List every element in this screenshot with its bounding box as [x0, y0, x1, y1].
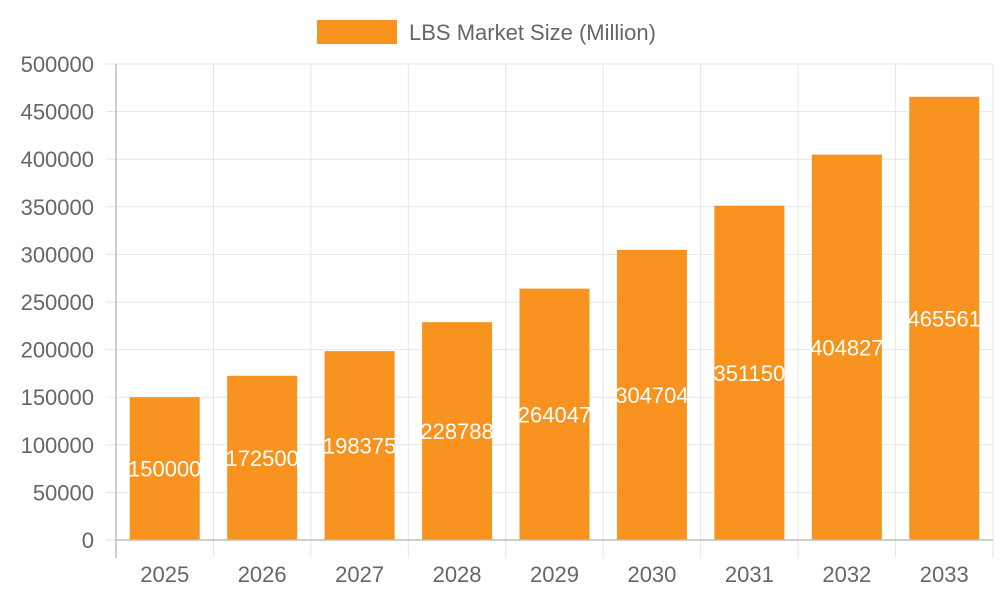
y-tick-label: 200000	[21, 338, 94, 363]
x-tick-label: 2027	[335, 562, 384, 587]
bar-data-label: 465561	[908, 306, 981, 331]
bar	[129, 397, 200, 540]
y-tick-label: 400000	[21, 147, 94, 172]
x-tick-label: 2029	[530, 562, 579, 587]
bars: 150000 172500 198375 228788 264047 304704 3511…	[128, 96, 981, 541]
bar-data-label: 228788	[420, 419, 493, 444]
x-tick-label: 2030	[627, 562, 676, 587]
y-tick-label: 500000	[21, 52, 94, 77]
axes: 0 50000 100000 150000 200000 250000 300000 3500…	[21, 52, 993, 587]
bar	[422, 322, 493, 540]
bar-data-label: 150000	[128, 457, 201, 482]
y-tick-label: 50000	[33, 480, 94, 505]
legend-swatch	[317, 20, 397, 44]
y-tick-label: 150000	[21, 385, 94, 410]
x-tick-label: 2031	[725, 562, 774, 587]
x-tick-label: 2026	[238, 562, 287, 587]
bar	[811, 154, 882, 541]
y-tick-label: 0	[82, 528, 94, 553]
bar	[519, 288, 590, 540]
x-tick-label: 2025	[140, 562, 189, 587]
y-tick-label: 350000	[21, 195, 94, 220]
y-tick-label: 250000	[21, 290, 94, 315]
bar	[714, 205, 785, 540]
x-tick-label: 2033	[920, 562, 969, 587]
bar	[324, 351, 395, 540]
bar-data-label: 172500	[225, 446, 298, 471]
bar-data-label: 351150	[713, 361, 785, 386]
bar	[616, 249, 687, 540]
bar-data-label: 304704	[615, 383, 688, 408]
x-tick-label: 2032	[822, 562, 871, 587]
bar	[909, 96, 980, 541]
bar-data-label: 198375	[323, 434, 396, 459]
legend-label: LBS Market Size (Million)	[409, 20, 656, 45]
legend: LBS Market Size (Million)	[317, 20, 656, 45]
bar-data-label: 404827	[810, 335, 883, 360]
bar	[227, 375, 298, 540]
y-tick-label: 100000	[21, 433, 94, 458]
y-tick-label: 300000	[21, 242, 94, 267]
y-tick-label: 450000	[21, 100, 94, 125]
bar-data-label: 264047	[518, 402, 591, 427]
x-tick-label: 2028	[433, 562, 482, 587]
